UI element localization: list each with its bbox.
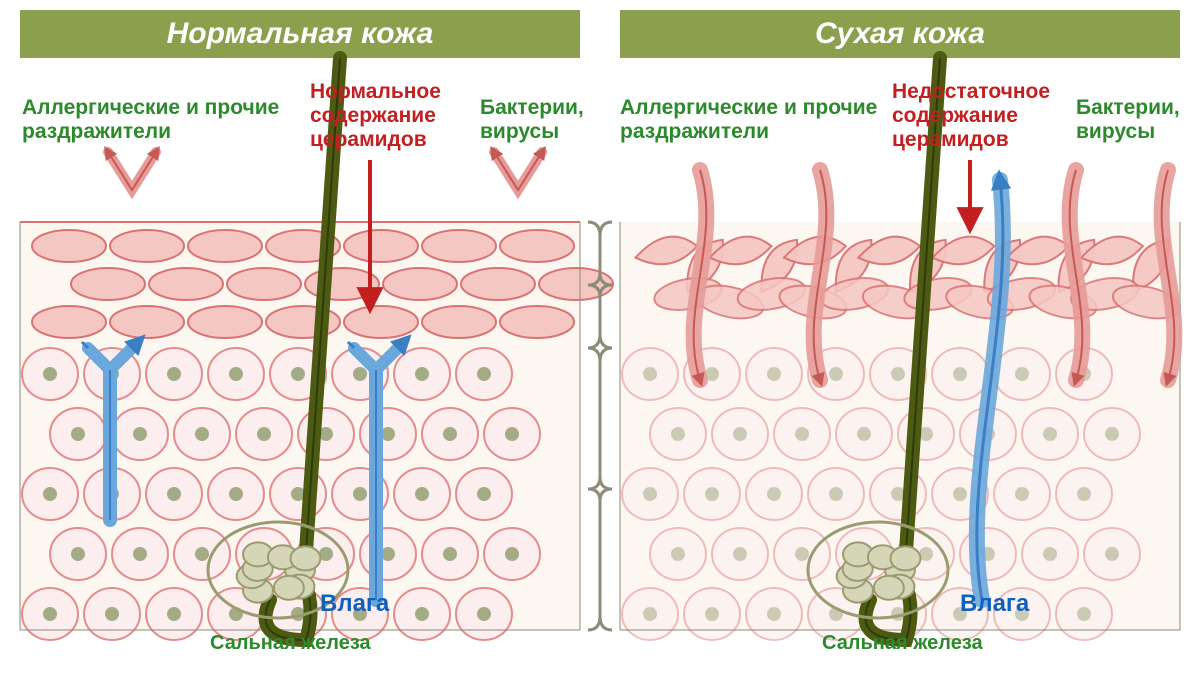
diagram-stage: Нормальная кожа Сухая кожа Аллергические… [0, 0, 1200, 681]
label-allergens-right: Аллергические и прочие раздражители [620, 96, 877, 144]
label-gland-left: Сальная железа [210, 632, 371, 655]
label-bacteria-left: Бактерии, вирусы [480, 96, 584, 144]
label-ceramides-right: Недостаточное содержание церамидов [892, 80, 1050, 152]
label-bacteria-right: Бактерии, вирусы [1076, 96, 1180, 144]
label-ceramides-left: Нормальное содержание церамидов [310, 80, 441, 152]
label-allergens-left: Аллергические и прочие раздражители [22, 96, 279, 144]
label-moisture-left: Влага [320, 590, 389, 618]
label-moisture-right: Влага [960, 590, 1029, 618]
label-gland-right: Сальная железа [822, 632, 983, 655]
